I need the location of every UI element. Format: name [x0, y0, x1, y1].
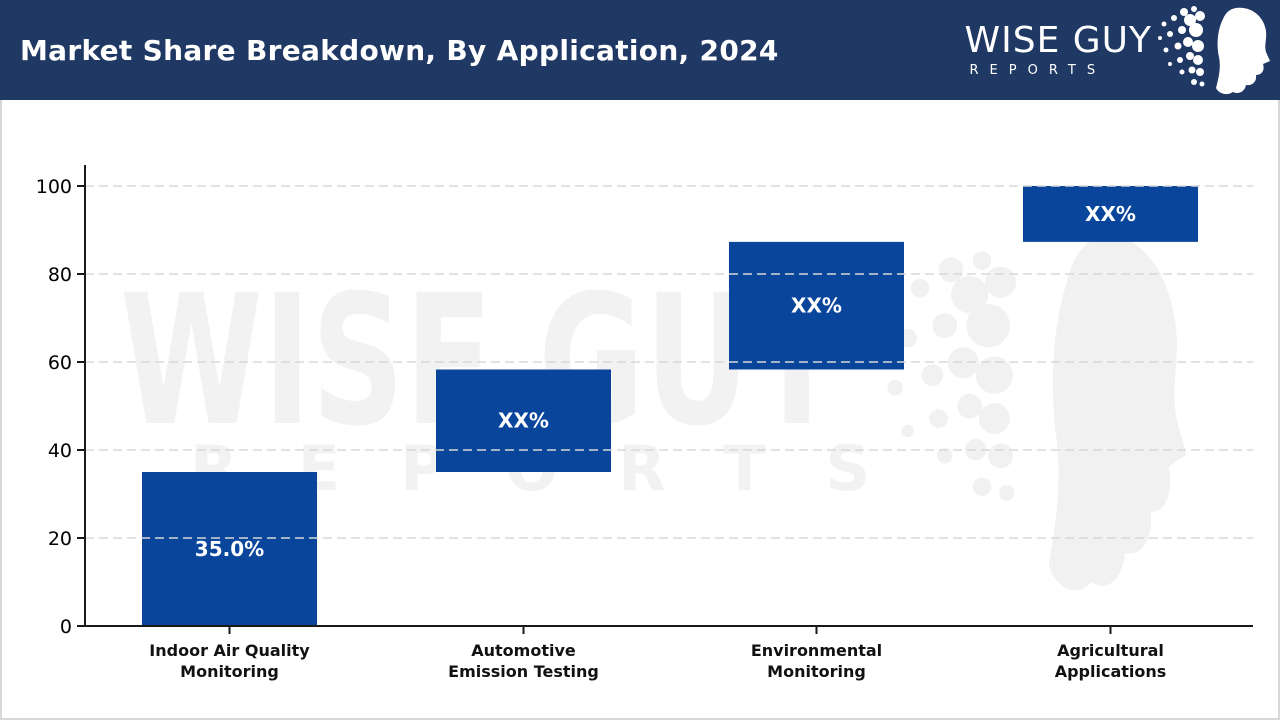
bar-value-label: XX%: [791, 294, 842, 318]
y-tick-label: 0: [60, 616, 72, 638]
y-tick-label: 40: [48, 440, 72, 462]
bar-value-label: XX%: [498, 409, 549, 433]
bar-value-label: XX%: [1085, 202, 1136, 226]
header-bar: Market Share Breakdown, By Application, …: [0, 0, 1280, 100]
logo-word: WISE GUY: [964, 19, 1152, 61]
y-tick-label: 100: [36, 176, 72, 198]
x-category-label: Automotive Emission Testing: [448, 641, 599, 681]
y-tick-label: 20: [48, 528, 72, 550]
bar-value-label: 35.0%: [195, 537, 264, 561]
logo-subtext: REPORTS: [969, 62, 1107, 78]
logo-head-icon: [1158, 6, 1270, 95]
x-category-label: Agricultural Applications: [1055, 641, 1167, 681]
bar-segment-2: [436, 369, 611, 472]
bar-segment-4: [1023, 186, 1198, 242]
wiseguy-logo: WISE GUY REPORTS: [965, 4, 1273, 96]
logo-wordmark: WISE GUY REPORTS: [964, 19, 1153, 78]
x-category-label: Indoor Air Quality Monitoring: [149, 641, 310, 681]
page-title: Market Share Breakdown, By Application, …: [20, 33, 779, 67]
bar-segment-1: [142, 472, 317, 626]
x-category-label: Environmental Monitoring: [751, 641, 882, 681]
y-tick-label: 80: [48, 264, 72, 286]
y-tick-label: 60: [48, 352, 72, 374]
